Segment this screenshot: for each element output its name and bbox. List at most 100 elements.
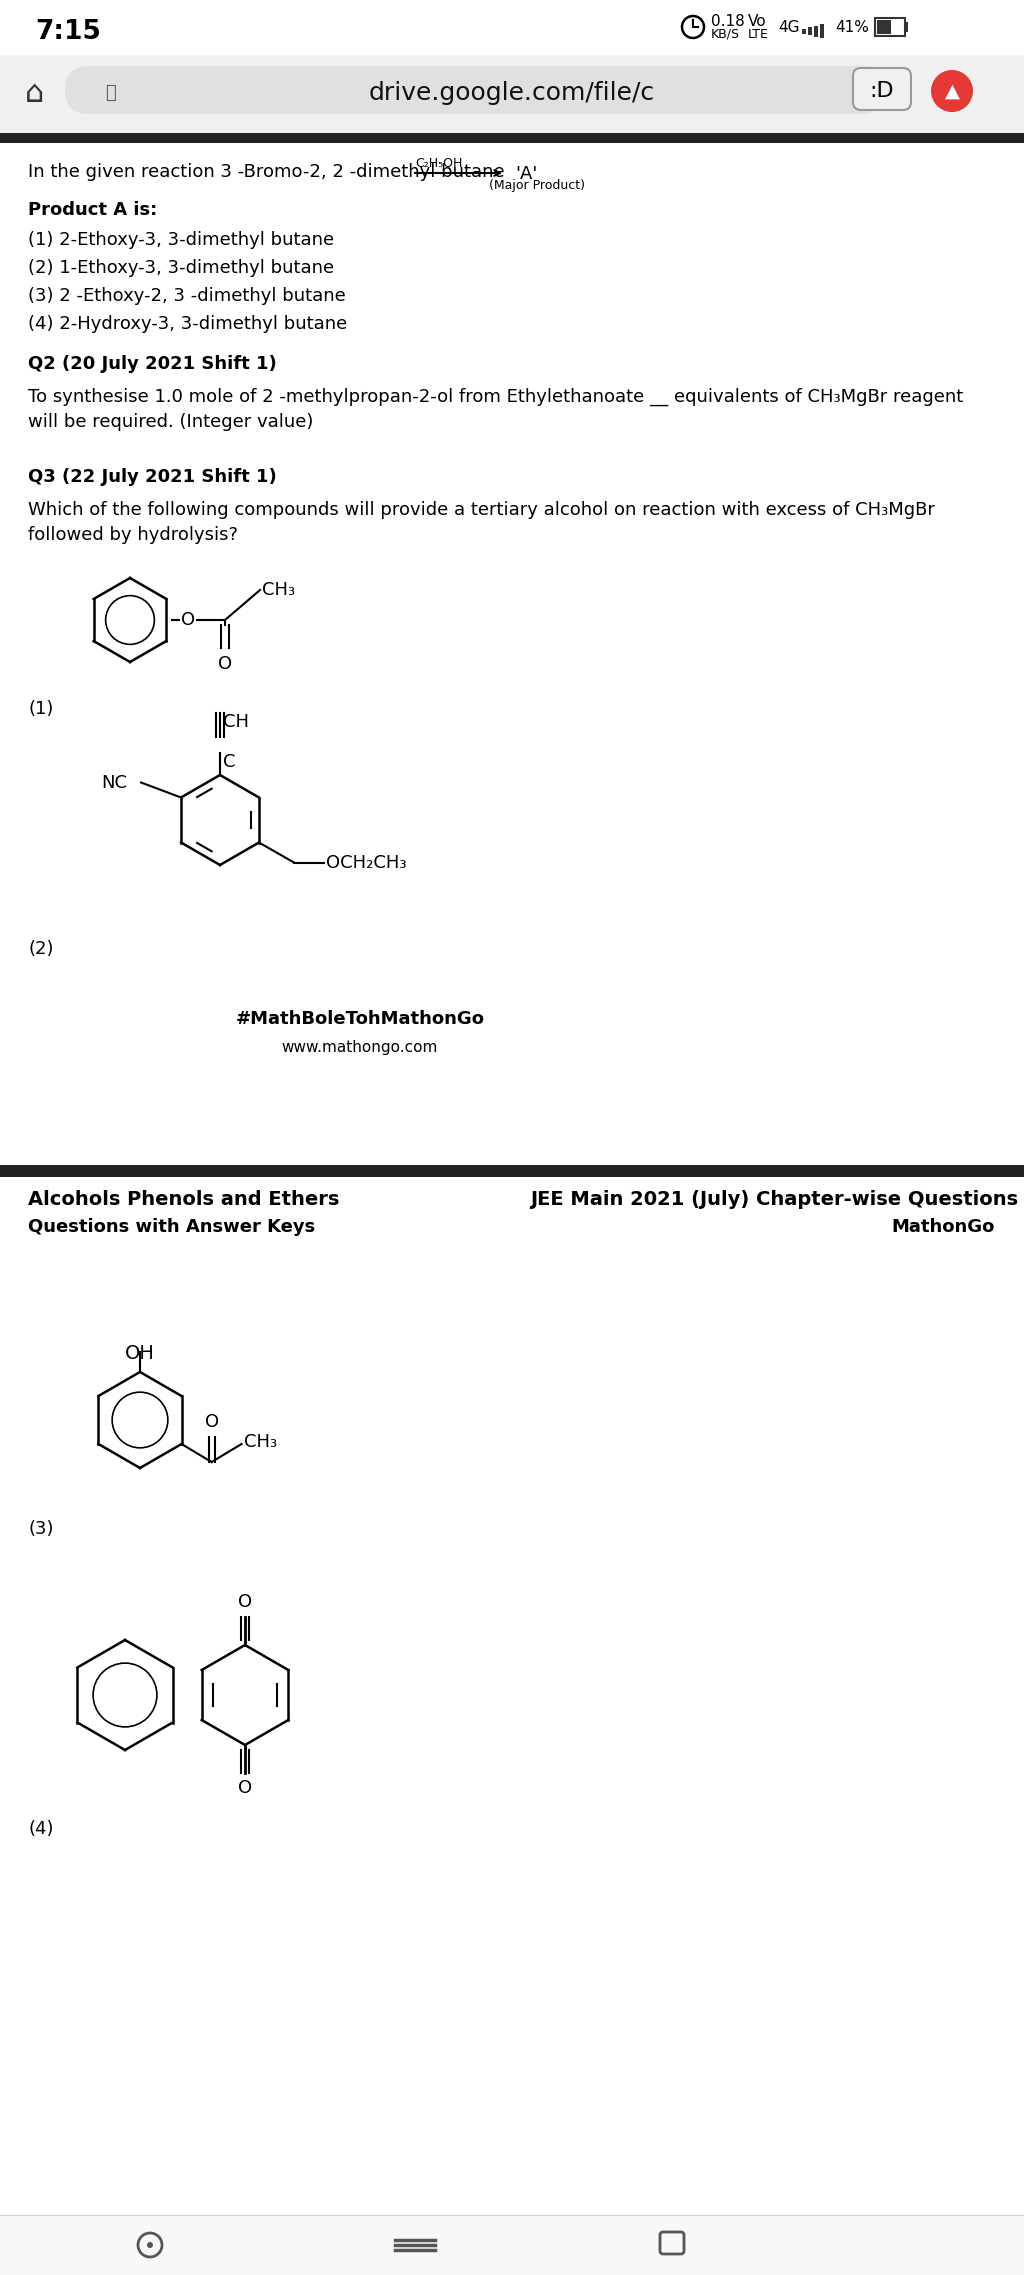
Text: mathongo: mathongo: [866, 787, 923, 799]
Text: 🔷: 🔷: [176, 2193, 181, 2202]
Text: Alcohols Phenols and Ethers: Alcohols Phenols and Ethers: [28, 1190, 339, 1208]
Bar: [802, 30, 806, 34]
Text: 🔷: 🔷: [680, 1383, 685, 1392]
Text: 🔷: 🔷: [512, 878, 517, 887]
Text: 🔷: 🔷: [176, 2013, 181, 2022]
Text: 🔷: 🔷: [680, 1834, 685, 1843]
Text: mathongo: mathongo: [530, 2013, 587, 2022]
Text: C₂H₅OH: C₂H₅OH: [415, 157, 463, 171]
Text: mathongo: mathongo: [362, 787, 419, 799]
Text: mathongo: mathongo: [194, 1292, 251, 1304]
Text: mathongo: mathongo: [530, 428, 587, 439]
Text: mathongo: mathongo: [194, 1654, 251, 1663]
Text: 🔷: 🔷: [680, 1474, 685, 1483]
Bar: [0, 2216, 1024, 2275]
Text: 🔷: 🔷: [176, 1294, 181, 1304]
Text: mathongo: mathongo: [530, 1383, 587, 1392]
Text: 🔷: 🔷: [848, 1474, 853, 1483]
Text: mathongo: mathongo: [698, 878, 755, 887]
Text: mathongo: mathongo: [698, 1563, 755, 1572]
Text: mathongo: mathongo: [26, 1058, 83, 1067]
Text: 🔷: 🔷: [680, 2013, 685, 2022]
Text: 🔷: 🔷: [176, 1474, 181, 1483]
Text: 🔷: 🔷: [680, 969, 685, 978]
Text: mathongo: mathongo: [26, 1834, 83, 1843]
Text: 🔷: 🔷: [176, 339, 181, 348]
Text: 7:15: 7:15: [35, 18, 101, 46]
Text: mathongo: mathongo: [362, 2102, 419, 2113]
Text: 🔷: 🔷: [512, 2193, 517, 2202]
Text: mathongo: mathongo: [866, 248, 923, 257]
Text: mathongo: mathongo: [530, 1472, 587, 1483]
Text: mathongo: mathongo: [698, 1292, 755, 1304]
Text: mathongo: mathongo: [362, 519, 419, 528]
Text: mathongo: mathongo: [698, 1472, 755, 1483]
Text: mathongo: mathongo: [362, 698, 419, 708]
Text: 🔷: 🔷: [344, 428, 349, 437]
Text: mathongo: mathongo: [26, 339, 83, 348]
Text: 🔷: 🔷: [680, 159, 685, 168]
Text: 🔷: 🔷: [344, 2193, 349, 2202]
Text: mathongo: mathongo: [26, 1472, 83, 1483]
Text: 🔷: 🔷: [848, 1383, 853, 1392]
Text: mathongo: mathongo: [26, 1383, 83, 1392]
Text: C: C: [223, 753, 236, 771]
Text: 🔷: 🔷: [848, 1294, 853, 1304]
Text: mathongo: mathongo: [866, 878, 923, 887]
Text: mathongo: mathongo: [698, 1058, 755, 1067]
Text: Which of the following compounds will provide a tertiary alcohol on reaction wit: Which of the following compounds will pr…: [28, 500, 935, 519]
Text: 🔷: 🔷: [512, 1294, 517, 1304]
Text: 🔷: 🔷: [680, 339, 685, 348]
Text: mathongo: mathongo: [866, 1472, 923, 1483]
Text: mathongo: mathongo: [194, 428, 251, 439]
Text: MathonGo: MathonGo: [892, 1217, 995, 1235]
Text: 🔷: 🔷: [176, 878, 181, 887]
Text: 🔷: 🔷: [8, 789, 13, 799]
Text: mathongo: mathongo: [26, 787, 83, 799]
Text: 🔷: 🔷: [512, 248, 517, 257]
Text: O: O: [218, 655, 232, 673]
Text: O: O: [181, 612, 196, 628]
Text: 🔷: 🔷: [848, 969, 853, 978]
Text: 🔷: 🔷: [344, 248, 349, 257]
Text: 🔷: 🔷: [512, 428, 517, 437]
Text: 🔷: 🔷: [176, 2104, 181, 2113]
Text: mathongo: mathongo: [530, 1743, 587, 1754]
Text: mathongo: mathongo: [698, 2013, 755, 2022]
Text: 🔷: 🔷: [176, 428, 181, 437]
Text: mathongo: mathongo: [362, 1292, 419, 1304]
Text: mathongo: mathongo: [194, 1922, 251, 1934]
Text: mathongo: mathongo: [530, 1834, 587, 1843]
Text: 🔷: 🔷: [344, 159, 349, 168]
Text: 🔷: 🔷: [512, 2104, 517, 2113]
Text: (4) 2-Hydroxy-3, 3-dimethyl butane: (4) 2-Hydroxy-3, 3-dimethyl butane: [28, 314, 347, 332]
Text: mathongo: mathongo: [530, 1654, 587, 1663]
Text: 🔷: 🔷: [8, 339, 13, 348]
Text: mathongo: mathongo: [866, 519, 923, 528]
Text: mathongo: mathongo: [698, 248, 755, 257]
Bar: [905, 23, 908, 32]
Text: mathongo: mathongo: [194, 878, 251, 887]
Text: 🔷: 🔷: [176, 1922, 181, 1931]
Text: mathongo: mathongo: [362, 248, 419, 257]
Text: 🔷: 🔷: [512, 1058, 517, 1067]
Text: (4): (4): [28, 1820, 53, 1838]
Text: 🔷: 🔷: [512, 1743, 517, 1752]
Text: mathongo: mathongo: [698, 2102, 755, 2113]
Text: mathongo: mathongo: [362, 1834, 419, 1843]
Text: 41%: 41%: [835, 20, 869, 34]
Text: 🔷: 🔷: [8, 2013, 13, 2022]
Text: mathongo: mathongo: [866, 1563, 923, 1572]
Text: mathongo: mathongo: [362, 157, 419, 168]
Bar: [0, 132, 1024, 143]
Text: mathongo: mathongo: [26, 1743, 83, 1754]
Text: mathongo: mathongo: [194, 2193, 251, 2202]
Text: 🔷: 🔷: [8, 1654, 13, 1663]
Text: mathongo: mathongo: [362, 1654, 419, 1663]
Text: mathongo: mathongo: [26, 607, 83, 619]
Text: mathongo: mathongo: [698, 698, 755, 708]
Text: mathongo: mathongo: [530, 157, 587, 168]
Text: 🔷: 🔷: [848, 1058, 853, 1067]
Bar: [0, 1176, 1024, 2216]
Text: 🔷: 🔷: [8, 1294, 13, 1304]
